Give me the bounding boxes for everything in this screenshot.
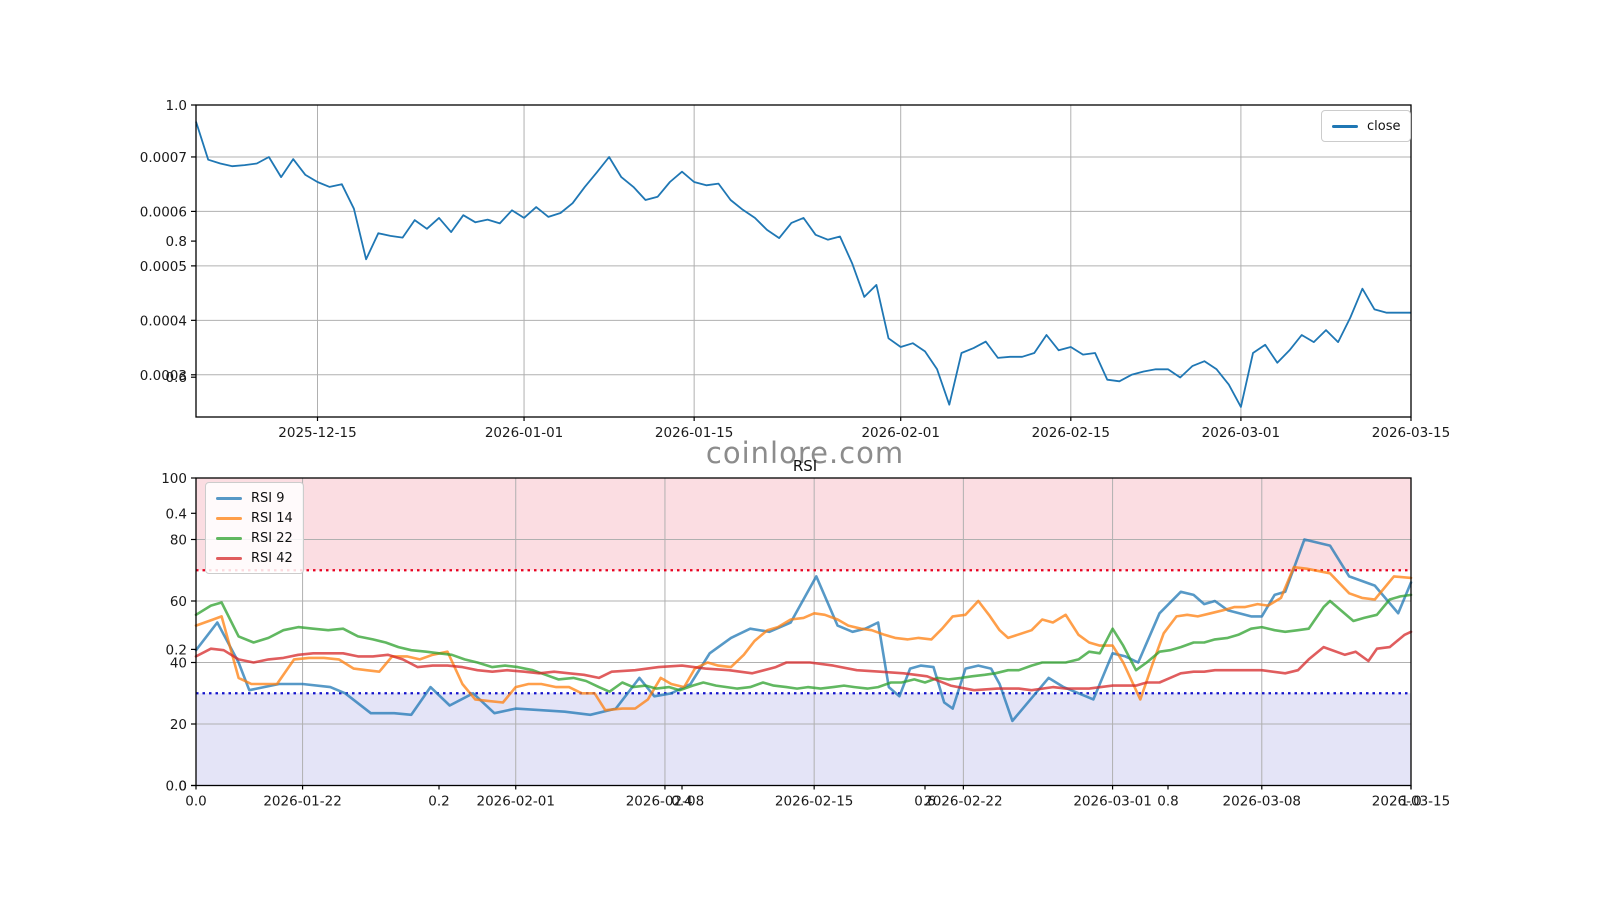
x-tick-label-date: 2026-02-15 [775, 794, 853, 810]
watermark: coinlore.com [705, 436, 905, 470]
legend-rsi: RSI 9 RSI 14 RSI 22 RSI 42 [205, 482, 304, 574]
rsi-line-series [194, 630, 1413, 692]
y-tick-label-price: 0.0005 [140, 259, 187, 275]
y-tick-label-price: 0.0007 [140, 150, 187, 166]
overlay-x-tick-label: 0.2 [428, 794, 449, 810]
overlay-y-tick-label: 0.4 [166, 506, 187, 522]
x-tick-label-date: 2026-02-01 [861, 425, 939, 441]
y-tick-label-rsi: 0 [178, 779, 187, 795]
overlay-y-tick-label: 0.0 [166, 779, 187, 795]
x-tick-label-date: 2026-01-01 [485, 425, 563, 441]
y-tick-label-rsi: 40 [170, 656, 187, 672]
overlay-x-tick-label: 1.0 [1400, 794, 1421, 810]
x-tick-label-date: 2026-03-01 [1073, 794, 1151, 810]
x-tick-label-date: 2026-03-01 [1202, 425, 1280, 441]
y-tick-label-price: 0.0006 [140, 204, 187, 220]
rsi-line-series [194, 538, 1413, 723]
x-tick-label-date: 2026-03-15 [1372, 425, 1450, 441]
legend-line-sample [216, 496, 242, 500]
y-tick-label-price: 0.0003 [140, 368, 187, 384]
x-tick-label-date: 2026-03-08 [1223, 794, 1301, 810]
legend-entry-rsi22: RSI 22 [216, 528, 293, 548]
overlay-y-tick-label: 0.2 [166, 642, 187, 658]
x-tick-label-date: 2025-12-15 [278, 425, 356, 441]
y-tick-label-rsi: 100 [161, 471, 187, 487]
x-tick-label-date: 2026-01-15 [655, 425, 733, 441]
legend-label: RSI 9 [251, 490, 285, 506]
overlay-x-tick-label: 0.8 [1157, 794, 1178, 810]
overlay-y-tick-label: 0.8 [166, 234, 187, 250]
legend-entry-rsi42: RSI 42 [216, 548, 293, 568]
legend-line-sample [1332, 124, 1358, 128]
rsi-line-series [194, 565, 1413, 712]
y-tick-label-rsi: 20 [170, 717, 187, 733]
price-axes-frame [195, 104, 1412, 418]
x-tick-label-date: 2026-03-15 [1372, 794, 1450, 810]
x-tick-label-date: 2026-02-01 [477, 794, 555, 810]
y-tick-label-price: 0.0004 [140, 313, 187, 329]
legend-close: close [1321, 110, 1412, 142]
y-tick-label-rsi: 80 [170, 533, 187, 549]
legend-entry-close: close [1332, 116, 1400, 136]
legend-label: RSI 22 [251, 530, 293, 546]
close-line-series [195, 121, 1411, 408]
legend-label: RSI 14 [251, 510, 293, 526]
rsi-band [196, 478, 1411, 571]
x-tick-label-date: 2026-01-22 [263, 794, 341, 810]
x-tick-label-date: 2026-02-08 [626, 794, 704, 810]
rsi-axes-frame [195, 477, 1412, 787]
rsi-line-series [194, 593, 1413, 694]
overlay-y-tick-label: 1.0 [166, 98, 187, 114]
overlay-x-tick-label: 0.0 [185, 794, 206, 810]
legend-line-sample [216, 516, 242, 520]
overlay-x-tick-label: 0.6 [914, 794, 935, 810]
rsi-band [196, 693, 1411, 786]
legend-entry-rsi9: RSI 9 [216, 488, 293, 508]
legend-line-sample [216, 536, 242, 540]
y-tick-label-rsi: 60 [170, 594, 187, 610]
x-tick-label-date: 2026-02-15 [1032, 425, 1110, 441]
legend-label: close [1367, 118, 1401, 134]
overlay-y-tick-label: 0.6 [166, 370, 187, 386]
rsi-subplot-title: RSI [792, 457, 818, 475]
legend-line-sample [216, 556, 242, 560]
overlay-x-tick-label: 0.4 [671, 794, 692, 810]
legend-entry-rsi14: RSI 14 [216, 508, 293, 528]
x-tick-label-date: 2026-02-22 [924, 794, 1002, 810]
legend-label: RSI 42 [251, 550, 293, 566]
